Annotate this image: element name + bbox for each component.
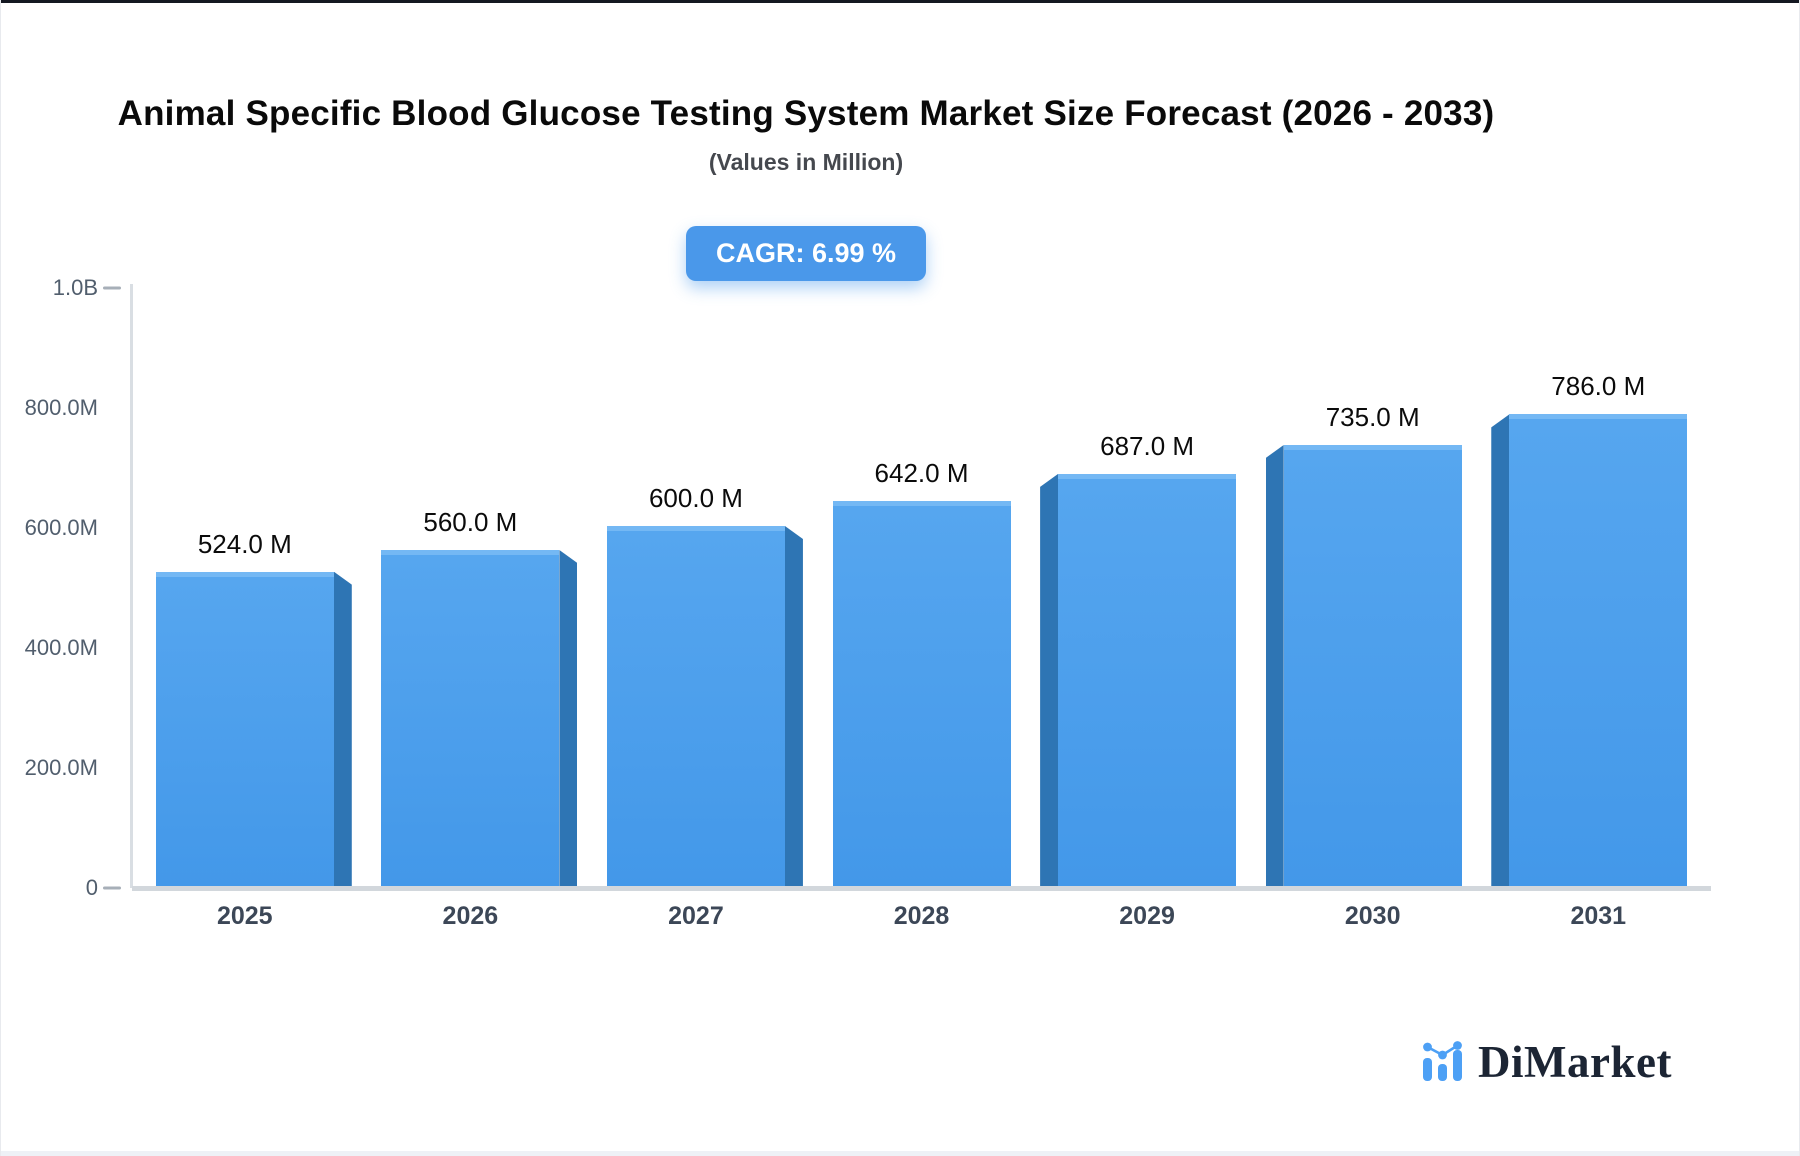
chart-header: Animal Specific Blood Glucose Testing Sy… xyxy=(1,0,1611,281)
bar-3d-side xyxy=(1265,445,1284,886)
bar-slot-2028: 642.0 M 2028 xyxy=(809,288,1035,930)
bar-2030[interactable] xyxy=(1283,445,1462,886)
bar-slot-2026: 560.0 M 2026 xyxy=(358,288,584,930)
y-axis-label: 600.0M xyxy=(24,515,98,540)
x-axis-line xyxy=(132,886,1711,891)
bar-line-chart-icon xyxy=(1423,1041,1462,1081)
y-axis-label: 800.0M xyxy=(24,395,98,420)
bars-area: 524.0 M 2025 560.0 M 2026 600.0 M 2027 642.0 M… xyxy=(132,288,1711,930)
bar-value-label: 735.0 M xyxy=(1325,402,1420,432)
x-axis-label: 2029 xyxy=(1119,902,1175,930)
y-axis-line xyxy=(130,284,133,888)
bar-3d-side xyxy=(1491,414,1510,886)
bar-chart-plot: 0 200.0M 400.0M 600.0M 800.0M 1.0B 524.0 M 202… xyxy=(1,275,1711,930)
bar-value-label: 786.0 M xyxy=(1551,371,1646,402)
cagr-badge: CAGR: 6.99 % xyxy=(685,226,927,281)
x-axis-label: 2028 xyxy=(893,902,950,930)
y-axis-label: 0 xyxy=(85,875,98,900)
x-axis-label: 2025 xyxy=(216,902,273,930)
bar-value-label: 600.0 M xyxy=(648,483,743,513)
bar-2027[interactable] xyxy=(606,526,785,886)
dimarket-logo: DiMarket xyxy=(1421,1036,1672,1088)
bar-2025[interactable] xyxy=(155,571,334,886)
y-axis: 0 200.0M 400.0M 600.0M 800.0M 1.0B xyxy=(1,275,132,900)
bar-2029[interactable] xyxy=(1058,473,1237,886)
bar-3d-side xyxy=(333,571,352,886)
bar-value-label: 687.0 M xyxy=(1100,430,1195,461)
bar-slot-2031: 786.0 M 2031 xyxy=(1485,288,1711,930)
x-axis-label: 2026 xyxy=(442,902,499,930)
chart-subtitle: (Values in Million) xyxy=(708,149,904,175)
x-axis-label: 2027 xyxy=(668,902,724,930)
bar-value-label: 560.0 M xyxy=(423,507,518,537)
y-axis-label: 200.0M xyxy=(24,755,98,780)
bar-3d-side xyxy=(1040,473,1059,886)
y-axis-label: 1.0B xyxy=(52,275,98,300)
x-axis-label: 2030 xyxy=(1344,902,1401,930)
bar-3d-side xyxy=(784,526,803,886)
top-border xyxy=(1,0,1799,3)
bar-2028[interactable] xyxy=(832,500,1011,886)
y-axis-tick xyxy=(103,886,121,890)
chart-title: Animal Specific Blood Glucose Testing Sy… xyxy=(117,94,1495,133)
bar-2026[interactable] xyxy=(381,550,560,886)
y-axis-label: 400.0M xyxy=(24,635,98,660)
bar-value-label: 642.0 M xyxy=(874,457,969,488)
bar-slot-2029: 687.0 M 2029 xyxy=(1034,288,1260,930)
bar-value-label: 524.0 M xyxy=(197,528,292,559)
bar-3d-side xyxy=(559,550,578,886)
bar-2031[interactable] xyxy=(1509,414,1688,886)
x-axis-label: 2031 xyxy=(1570,902,1627,930)
bar-slot-2027: 600.0 M 2027 xyxy=(583,288,809,930)
bar-slot-2030: 735.0 M 2030 xyxy=(1260,288,1486,930)
brand-name: DiMarket xyxy=(1478,1037,1672,1087)
y-axis-tick xyxy=(103,286,121,290)
bottom-border xyxy=(1,1151,1799,1156)
bar-slot-2025: 524.0 M 2025 xyxy=(132,288,358,930)
